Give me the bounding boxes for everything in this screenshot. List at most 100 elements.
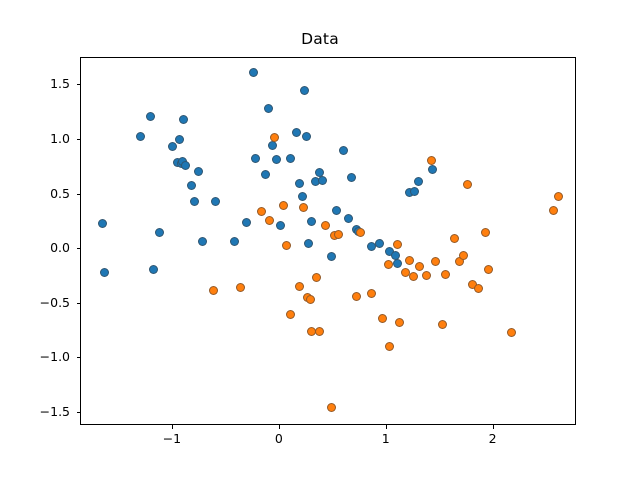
scatter-point [242, 218, 252, 228]
scatter-point [189, 196, 199, 206]
plot-axes-area [80, 57, 576, 425]
scatter-point [145, 112, 155, 122]
y-tick-label: −1.0 [39, 349, 70, 365]
scatter-point [97, 219, 107, 229]
scatter-point [355, 228, 365, 238]
y-tick-mark [76, 84, 80, 86]
scatter-point [250, 153, 260, 163]
scatter-point [230, 236, 240, 246]
x-tick-label: 0 [274, 431, 283, 446]
scatter-point [248, 67, 258, 77]
scatter-point [311, 272, 321, 282]
scatter-point [263, 103, 273, 113]
scatter-point [507, 327, 517, 337]
scatter-point [136, 132, 146, 142]
scatter-point [463, 180, 473, 190]
scatter-point [374, 239, 384, 249]
scatter-point [437, 319, 447, 329]
scatter-point [294, 179, 304, 189]
scatter-point [428, 164, 438, 174]
y-tick-label: 0.0 [50, 240, 70, 256]
y-tick-mark [76, 302, 80, 304]
scatter-point [459, 251, 469, 261]
scatter-point [326, 402, 336, 412]
scatter-point [286, 153, 296, 163]
scatter-point [281, 241, 291, 251]
x-tick-label: 2 [488, 431, 497, 446]
scatter-point [306, 294, 316, 304]
scatter-point [346, 172, 356, 182]
scatter-point [174, 135, 184, 145]
scatter-point [264, 216, 274, 226]
y-tick-mark [76, 193, 80, 195]
scatter-point [154, 228, 164, 238]
scatter-point [272, 155, 282, 165]
scatter-point [181, 160, 191, 170]
scatter-point [384, 259, 394, 269]
scatter-point [431, 256, 441, 266]
scatter-point [334, 230, 344, 240]
y-tick-label: −0.5 [39, 294, 70, 310]
scatter-point [377, 314, 387, 324]
x-tick-mark [385, 425, 387, 429]
x-tick-mark [278, 425, 280, 429]
x-tick-mark [492, 425, 494, 429]
x-tick-label: 1 [381, 431, 390, 446]
y-tick-mark [76, 357, 80, 359]
scatter-point [100, 267, 110, 277]
scatter-point [392, 240, 402, 250]
scatter-point [298, 203, 308, 213]
scatter-point [415, 262, 425, 272]
scatter-point [441, 269, 451, 279]
scatter-point [318, 175, 328, 185]
scatter-point [211, 196, 221, 206]
scatter-point [326, 252, 336, 262]
y-tick-mark [76, 138, 80, 140]
y-tick-mark [76, 411, 80, 413]
scatter-point [186, 181, 196, 191]
scatter-point [449, 233, 459, 243]
scatter-point [483, 265, 493, 275]
scatter-point [302, 132, 312, 142]
scatter-point [179, 114, 189, 124]
scatter-point [276, 220, 286, 230]
scatter-point [297, 192, 307, 202]
scatter-point [307, 217, 317, 227]
scatter-point [294, 281, 304, 291]
scatter-point [194, 167, 204, 177]
scatter-point [414, 176, 424, 186]
scatter-point [278, 200, 288, 210]
scatter-point [474, 283, 484, 293]
scatter-point [286, 310, 296, 320]
scatter-point [408, 271, 418, 281]
scatter-point [198, 236, 208, 246]
scatter-point [427, 156, 437, 166]
scatter-point [257, 207, 267, 217]
x-tick-label: −1 [162, 431, 182, 446]
x-tick-mark [171, 425, 173, 429]
y-tick-mark [76, 248, 80, 250]
scatter-point [331, 206, 341, 216]
scatter-point [235, 282, 245, 292]
scatter-point [480, 228, 490, 238]
scatter-point [269, 133, 279, 143]
scatter-point [321, 220, 331, 230]
scatter-points-layer [81, 58, 575, 424]
scatter-point [404, 255, 414, 265]
y-tick-label: 1.0 [50, 130, 70, 146]
y-tick-label: 0.5 [50, 185, 70, 201]
scatter-point [343, 214, 353, 224]
scatter-point [292, 127, 302, 137]
page-title: Data [301, 30, 339, 48]
y-tick-label: 1.5 [50, 76, 70, 92]
scatter-point [339, 146, 349, 156]
scatter-point [168, 141, 178, 151]
scatter-point [392, 258, 402, 268]
y-tick-label: −1.5 [39, 403, 70, 419]
scatter-point [395, 317, 405, 327]
scatter-point [554, 192, 564, 202]
scatter-point [367, 289, 377, 299]
scatter-point [410, 186, 420, 196]
scatter-point [267, 140, 277, 150]
